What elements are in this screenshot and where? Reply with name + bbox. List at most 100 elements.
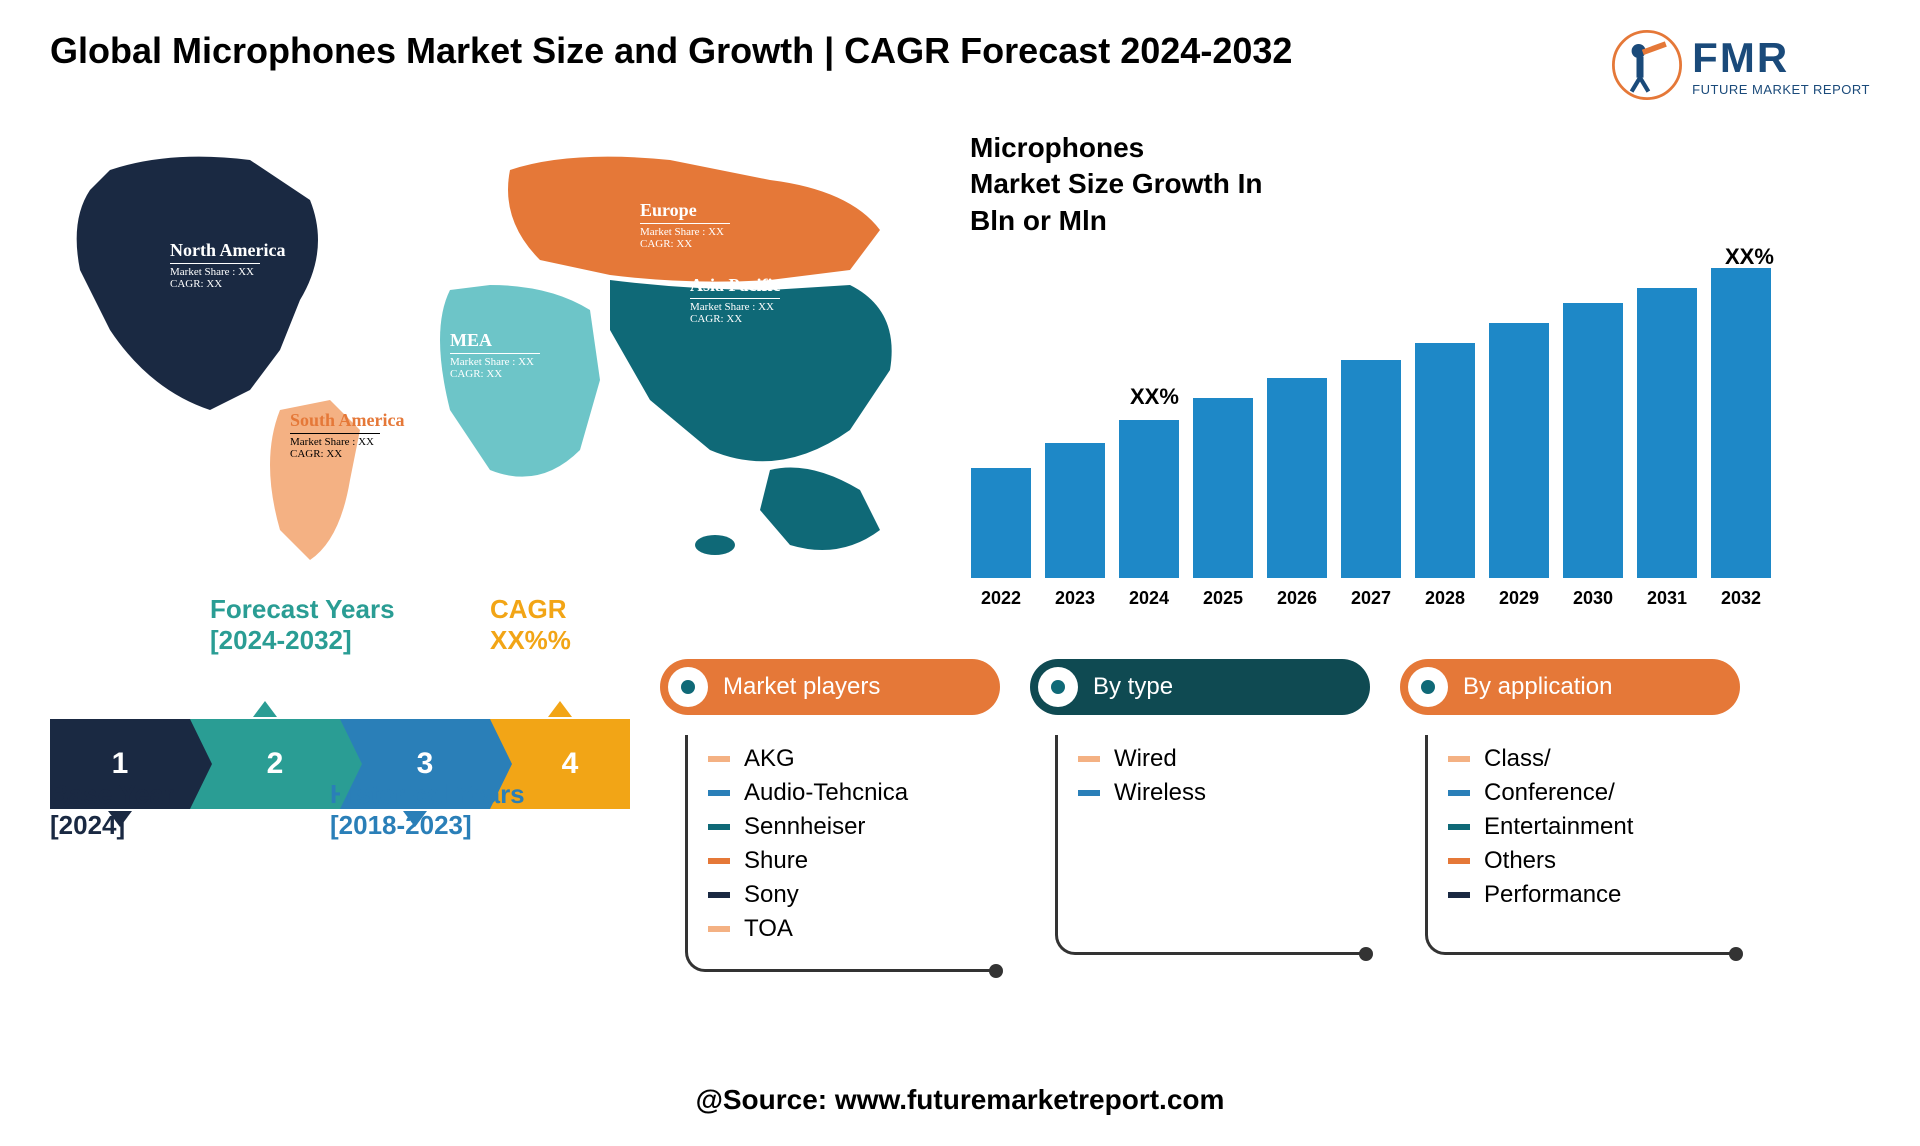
bullet-icon xyxy=(1448,892,1470,898)
item-label: AKG xyxy=(744,745,795,773)
logo-sub: FUTURE MARKET REPORT xyxy=(1692,82,1870,97)
bar-column: 2027 xyxy=(1340,360,1402,609)
list-item: TOA xyxy=(708,915,1000,943)
bar-year: 2027 xyxy=(1351,588,1391,609)
info-column: By type WiredWireless xyxy=(1030,659,1370,972)
bar-column: 2030 xyxy=(1562,303,1624,609)
bar-year: 2026 xyxy=(1277,588,1317,609)
middle-row: North AmericaMarket Share : XXCAGR: XXSo… xyxy=(50,130,1870,609)
list-item: AKG xyxy=(708,745,1000,773)
bar-year: 2025 xyxy=(1203,588,1243,609)
bar-column: 2023 xyxy=(1044,443,1106,609)
bar-column: 2022 xyxy=(970,468,1032,609)
bar xyxy=(1193,398,1253,578)
page-title: Global Microphones Market Size and Growt… xyxy=(50,30,1292,72)
dot-icon xyxy=(1408,667,1448,707)
bar-year: 2028 xyxy=(1425,588,1465,609)
list-item: Audio-Tehcnica xyxy=(708,779,1000,807)
info-header: By application xyxy=(1400,659,1740,715)
bar-column: 2032 xyxy=(1710,268,1772,609)
region-label: North AmericaMarket Share : XXCAGR: XX xyxy=(170,240,285,290)
bar-year: 2032 xyxy=(1721,588,1761,609)
dot-icon xyxy=(1038,667,1078,707)
bar xyxy=(1341,360,1401,578)
source-attribution: @Source: www.futuremarketreport.com xyxy=(0,1084,1920,1116)
list-item: Sony xyxy=(708,881,1000,909)
world-map: North AmericaMarket Share : XXCAGR: XXSo… xyxy=(50,130,930,570)
timeline-label: CAGRXX%% xyxy=(490,594,571,656)
info-list: Class/Conference/EntertainmentOthersPerf… xyxy=(1425,735,1740,955)
info-column: Market players AKG Audio-Tehcnica Sennheis… xyxy=(660,659,1000,972)
bullet-icon xyxy=(708,892,730,898)
chart-title: MicrophonesMarket Size Growth InBln or M… xyxy=(970,130,1870,239)
list-item: Wired xyxy=(1078,745,1370,773)
info-list: AKG Audio-Tehcnica Sennheiser Shure Sony TOA xyxy=(685,735,1000,972)
bar-year: 2024 xyxy=(1129,588,1169,609)
bar-column: 2031 xyxy=(1636,288,1698,609)
info-header: Market players xyxy=(660,659,1000,715)
list-item: Entertainment xyxy=(1448,813,1740,841)
bar-year: 2023 xyxy=(1055,588,1095,609)
bar-column: 2026 xyxy=(1266,378,1328,609)
info-list: Wired Wireless xyxy=(1055,735,1370,955)
bar-column: 2025 xyxy=(1192,398,1254,609)
info-column: By application Class/Conference/Entertai… xyxy=(1400,659,1740,972)
bullet-icon xyxy=(1448,824,1470,830)
list-item: Wireless xyxy=(1078,779,1370,807)
item-label: TOA xyxy=(744,915,793,943)
bar xyxy=(1637,288,1697,578)
list-item: Sennheiser xyxy=(708,813,1000,841)
item-label: Wired xyxy=(1114,745,1177,773)
bar-year: 2029 xyxy=(1499,588,1539,609)
item-label: Shure xyxy=(744,847,808,875)
timeline: 1234 Forecast Years[2024-2032]CAGRXX%%Ba… xyxy=(50,659,630,809)
logo-main: FMR xyxy=(1692,34,1870,82)
bullet-icon xyxy=(708,790,730,796)
region-label: Asia PacificMarket Share : XXCAGR: XX xyxy=(690,275,780,325)
bar xyxy=(1711,268,1771,578)
item-label: Sennheiser xyxy=(744,813,865,841)
region-label: MEAMarket Share : XXCAGR: XX xyxy=(450,330,540,380)
bullet-icon xyxy=(1078,756,1100,762)
bar xyxy=(971,468,1031,578)
bar-column: 2029 xyxy=(1488,323,1550,609)
timeline-arrow-icon xyxy=(403,811,427,827)
bar xyxy=(1045,443,1105,578)
item-label: Others xyxy=(1484,847,1556,875)
bar-chart-section: MicrophonesMarket Size Growth InBln or M… xyxy=(970,130,1870,609)
bar-column: 2024 xyxy=(1118,420,1180,609)
bar xyxy=(1563,303,1623,578)
bar xyxy=(1267,378,1327,578)
bar-year: 2022 xyxy=(981,588,1021,609)
timeline-segment: 2 xyxy=(190,719,340,809)
bullet-icon xyxy=(1448,756,1470,762)
bar xyxy=(1119,420,1179,578)
item-label: Conference/ xyxy=(1484,779,1615,807)
bar-column: 2028 xyxy=(1414,343,1476,609)
list-item: Shure xyxy=(708,847,1000,875)
timeline-arrow-icon xyxy=(108,811,132,827)
bar xyxy=(1489,323,1549,578)
telescope-icon xyxy=(1612,30,1682,100)
timeline-arrow-icon xyxy=(253,701,277,717)
info-title: By application xyxy=(1463,673,1612,701)
timeline-label: Forecast Years[2024-2032] xyxy=(210,594,395,656)
timeline-arrow-icon xyxy=(548,701,572,717)
list-item: Others xyxy=(1448,847,1740,875)
item-label: Sony xyxy=(744,881,799,909)
timeline-label: Base Year[2024] xyxy=(50,779,174,841)
bar xyxy=(1415,343,1475,578)
bullet-icon xyxy=(708,824,730,830)
item-label: Performance xyxy=(1484,881,1621,909)
header: Global Microphones Market Size and Growt… xyxy=(50,30,1870,100)
bullet-icon xyxy=(1078,790,1100,796)
bullet-icon xyxy=(1448,858,1470,864)
bar-chart: 2022 2023 2024 2025 2026 2027 2028 2029 2030 2031… xyxy=(970,249,1870,609)
bar-annotation: XX% xyxy=(1725,244,1774,270)
info-title: Market players xyxy=(723,673,880,701)
bottom-row: 1234 Forecast Years[2024-2032]CAGRXX%%Ba… xyxy=(50,659,1870,972)
list-item: Conference/ xyxy=(1448,779,1740,807)
item-label: Audio-Tehcnica xyxy=(744,779,908,807)
bar-year: 2030 xyxy=(1573,588,1613,609)
bar-annotation: XX% xyxy=(1130,384,1179,410)
